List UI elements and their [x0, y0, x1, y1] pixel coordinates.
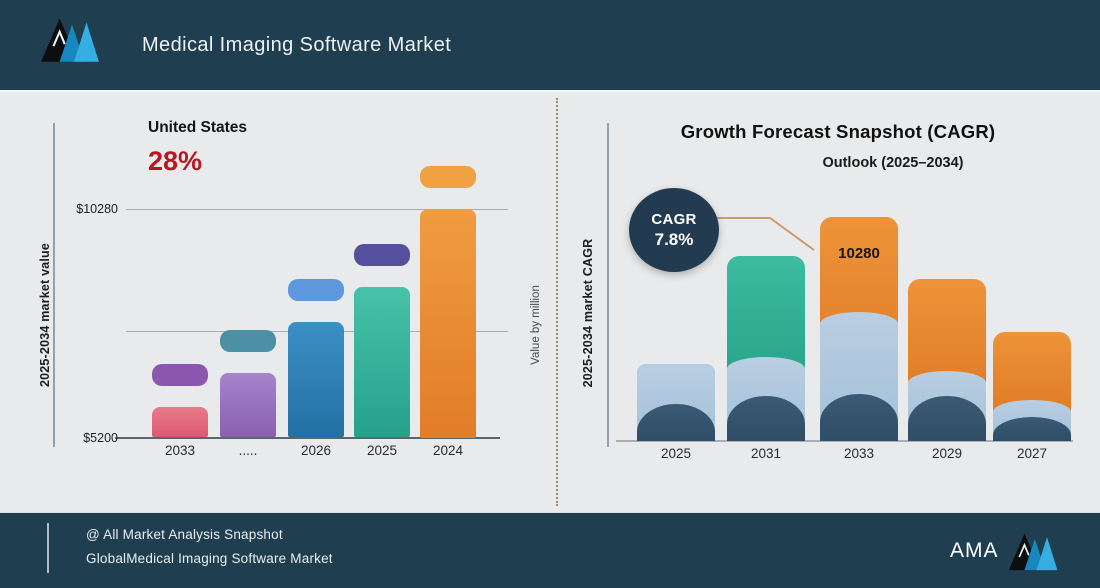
right-x-axis-line	[616, 440, 1073, 442]
page-title: Medical Imaging Software Market	[142, 34, 452, 56]
x-tick-label: 2025	[366, 443, 398, 458]
left-y-axis-line	[53, 123, 55, 447]
x-tick-label: 2027	[1016, 446, 1048, 461]
y-tick-label: $10280	[76, 202, 118, 216]
left-secondary-axis-label: Value by million	[530, 285, 542, 365]
x-tick-label: 2031	[750, 446, 782, 461]
bar-.....	[220, 373, 276, 437]
stack-base-2033	[820, 394, 898, 441]
x-tick-label: 2026	[300, 443, 332, 458]
stack-base-2031	[727, 396, 805, 441]
footer: @ All Market Analysis Snapshot GlobalMed…	[0, 512, 1100, 588]
bar-2025	[354, 287, 410, 437]
x-tick-label: 2025	[660, 446, 692, 461]
right-chart-subtitle: Outlook (2025–2034)	[822, 155, 964, 171]
left-x-axis-line	[115, 437, 500, 439]
left-chart-title: United States	[148, 119, 248, 136]
cagr-badge-value: 7.8%	[654, 229, 694, 249]
x-tick-label: 2029	[931, 446, 963, 461]
footer-subject: GlobalMedical Imaging Software Market	[86, 551, 333, 566]
bar-cap-2026	[288, 279, 344, 301]
x-tick-label: .....	[238, 443, 258, 458]
stack-base-2027	[993, 417, 1071, 441]
left-y-axis-label: 2025-2034 market value	[38, 242, 52, 388]
bar-2024	[420, 209, 476, 438]
bar-cap-2025	[354, 244, 410, 266]
cagr-badge: CAGR 7.8%	[629, 188, 719, 272]
footer-note: @ All Market Analysis Snapshot	[86, 527, 283, 542]
y-tick-label: $5200	[83, 431, 118, 445]
stack-base-2025	[637, 404, 715, 441]
bar-cap-2033	[152, 364, 208, 386]
x-tick-label: 2024	[432, 443, 464, 458]
footer-brand-text: AMA	[950, 539, 999, 562]
footer-divider-line	[47, 523, 49, 573]
bar-value-label: 10280	[838, 245, 880, 262]
x-tick-label: 2033	[843, 446, 875, 461]
right-y-axis-label: 2025-2034 market CAGR	[581, 238, 595, 388]
cagr-badge-label: CAGR	[651, 210, 697, 228]
ama-logo-icon	[41, 18, 99, 62]
footer-ama-logo-icon	[1008, 533, 1058, 571]
bar-cap-.....	[220, 330, 276, 352]
panel-divider	[556, 98, 558, 506]
bar-2026	[288, 322, 344, 437]
header: Medical Imaging Software Market	[0, 0, 1100, 90]
grid-line	[126, 209, 508, 210]
left-chart-highlight: 28%	[148, 146, 203, 176]
stack-base-2029	[908, 396, 986, 441]
x-tick-label: 2033	[164, 443, 196, 458]
right-chart-title: Growth Forecast Snapshot (CAGR)	[680, 121, 996, 142]
bar-2033	[152, 407, 208, 437]
right-y-axis-line	[607, 123, 609, 447]
bar-cap-2024	[420, 166, 476, 188]
